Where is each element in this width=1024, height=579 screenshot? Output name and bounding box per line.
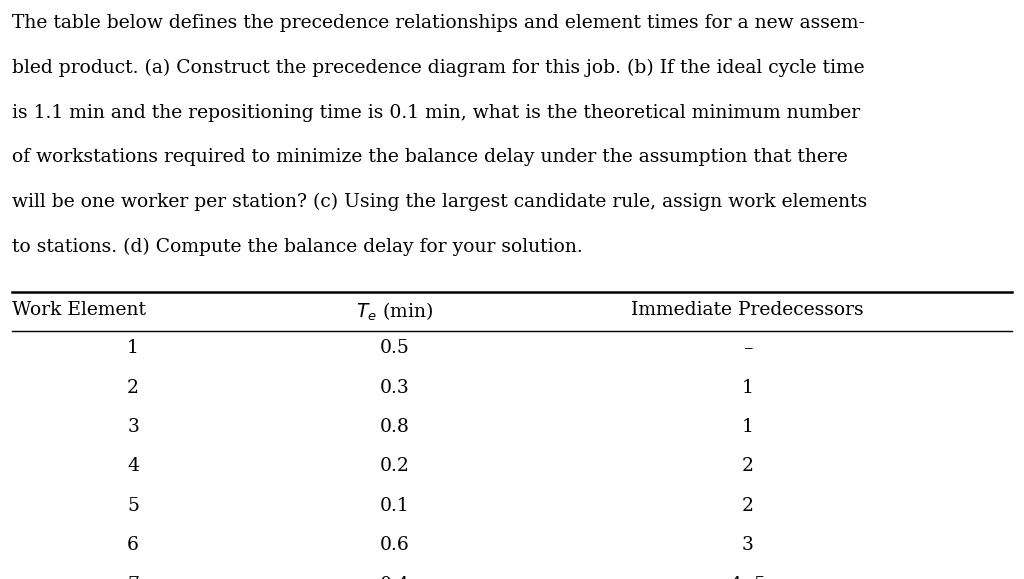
Text: 3: 3 [741, 536, 754, 554]
Text: of workstations required to minimize the balance delay under the assumption that: of workstations required to minimize the… [12, 148, 848, 166]
Text: 0.8: 0.8 [379, 418, 410, 436]
Text: 0.2: 0.2 [379, 457, 410, 475]
Text: 2: 2 [741, 457, 754, 475]
Text: 5: 5 [127, 497, 139, 515]
Text: 2: 2 [127, 379, 139, 397]
Text: 0.6: 0.6 [379, 536, 410, 554]
Text: will be one worker per station? (c) Using the largest candidate rule, assign wor: will be one worker per station? (c) Usin… [12, 193, 867, 211]
Text: 7: 7 [127, 576, 139, 579]
Text: –: – [742, 339, 753, 357]
Text: 4, 5: 4, 5 [729, 576, 766, 579]
Text: Work Element: Work Element [12, 301, 146, 319]
Text: 1: 1 [741, 418, 754, 436]
Text: 0.5: 0.5 [379, 339, 410, 357]
Text: 0.4: 0.4 [379, 576, 410, 579]
Text: 6: 6 [127, 536, 139, 554]
Text: The table below defines the precedence relationships and element times for a new: The table below defines the precedence r… [12, 14, 865, 32]
Text: is 1.1 min and the repositioning time is 0.1 min, what is the theoretical minimu: is 1.1 min and the repositioning time is… [12, 104, 860, 122]
Text: 4: 4 [127, 457, 139, 475]
Text: Immediate Predecessors: Immediate Predecessors [631, 301, 864, 319]
Text: 2: 2 [741, 497, 754, 515]
Text: 1: 1 [741, 379, 754, 397]
Text: bled product. (a) Construct the precedence diagram for this job. (b) If the idea: bled product. (a) Construct the preceden… [12, 59, 865, 78]
Text: $T_e$ (min): $T_e$ (min) [355, 301, 433, 324]
Text: 3: 3 [127, 418, 139, 436]
Text: 0.1: 0.1 [379, 497, 410, 515]
Text: 1: 1 [127, 339, 139, 357]
Text: 0.3: 0.3 [379, 379, 410, 397]
Text: to stations. (d) Compute the balance delay for your solution.: to stations. (d) Compute the balance del… [12, 237, 583, 256]
